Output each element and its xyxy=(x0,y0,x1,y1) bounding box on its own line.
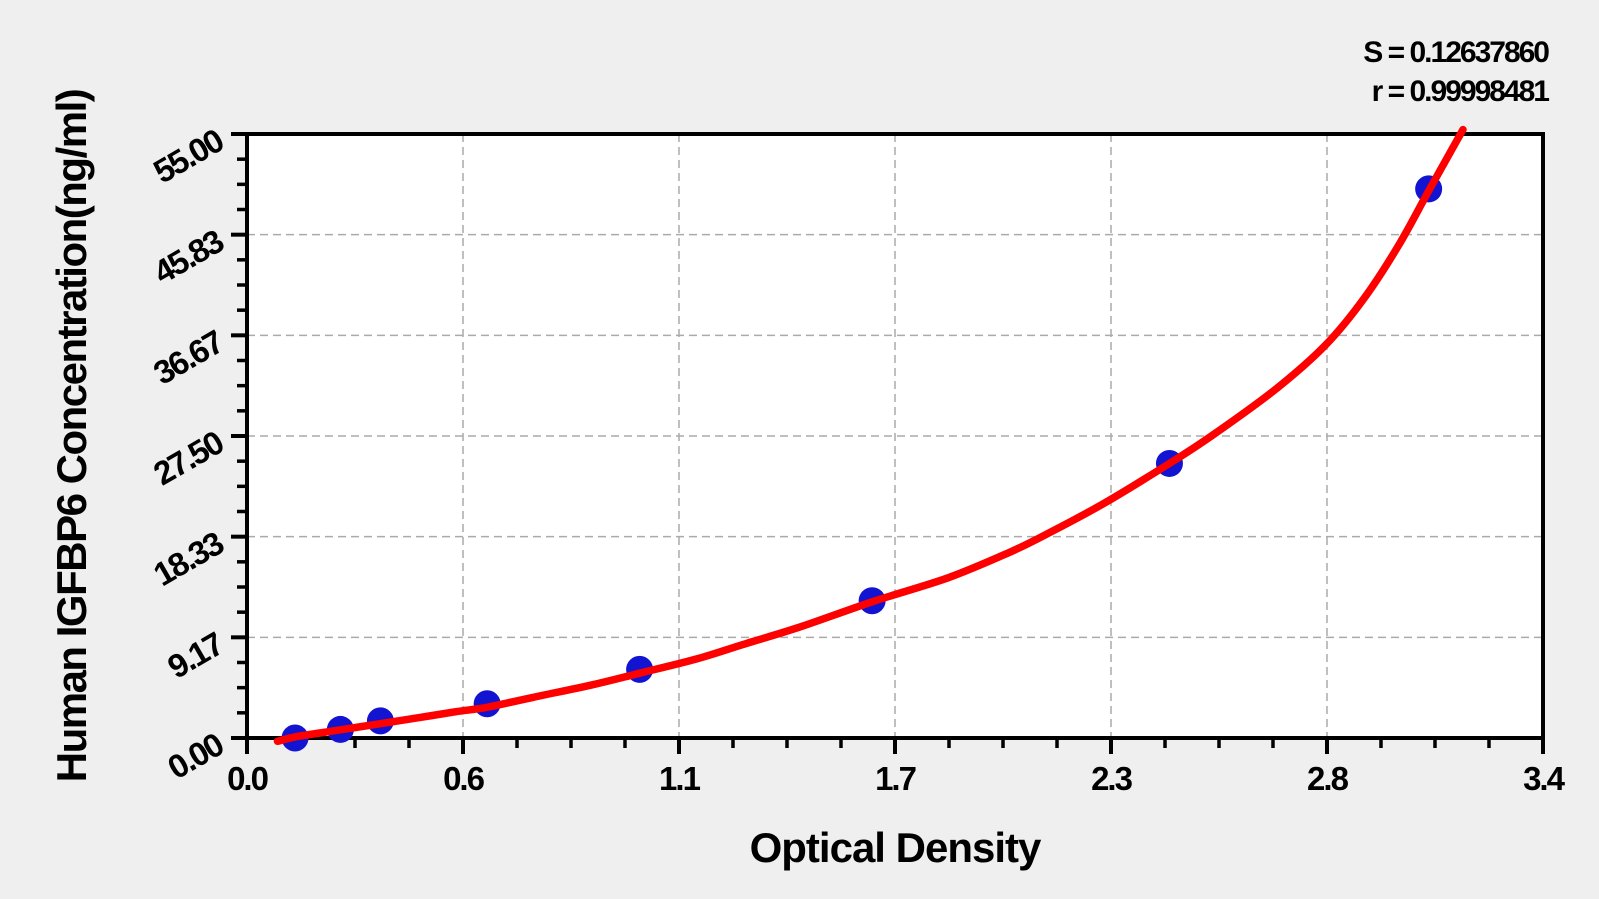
x-tick-label: 0.0 xyxy=(227,760,268,797)
plot-border xyxy=(245,132,1545,740)
x-tick-label: 0.6 xyxy=(443,760,485,797)
y-tick-label: 45.83 xyxy=(147,222,230,291)
fitted-curve xyxy=(273,125,1467,746)
fit-statistics: S = 0.12637860 r = 0.99998481 xyxy=(1363,33,1550,111)
y-tick-label: 55.00 xyxy=(147,122,229,191)
x-tick-label: 1.7 xyxy=(875,760,916,797)
y-tick-label: 18.33 xyxy=(147,524,230,593)
stat-r: r = 0.99998481 xyxy=(1371,75,1550,108)
y-axis-title: Human IGFBP6 Concentration(ng/ml) xyxy=(48,89,95,783)
y-tick-label: 9.17 xyxy=(161,625,229,685)
x-tick-label: 3.4 xyxy=(1523,760,1566,797)
y-tick-label: 27.50 xyxy=(147,424,229,493)
y-tick-label: 0.00 xyxy=(161,726,229,786)
stat-s: S = 0.12637860 xyxy=(1363,36,1550,69)
x-tick-label: 1.1 xyxy=(659,760,701,797)
y-tick-label: 36.67 xyxy=(147,323,229,392)
x-axis-title: Optical Density xyxy=(749,824,1042,871)
x-tick-label: 2.3 xyxy=(1091,760,1133,797)
x-tick-label: 2.8 xyxy=(1307,760,1349,797)
